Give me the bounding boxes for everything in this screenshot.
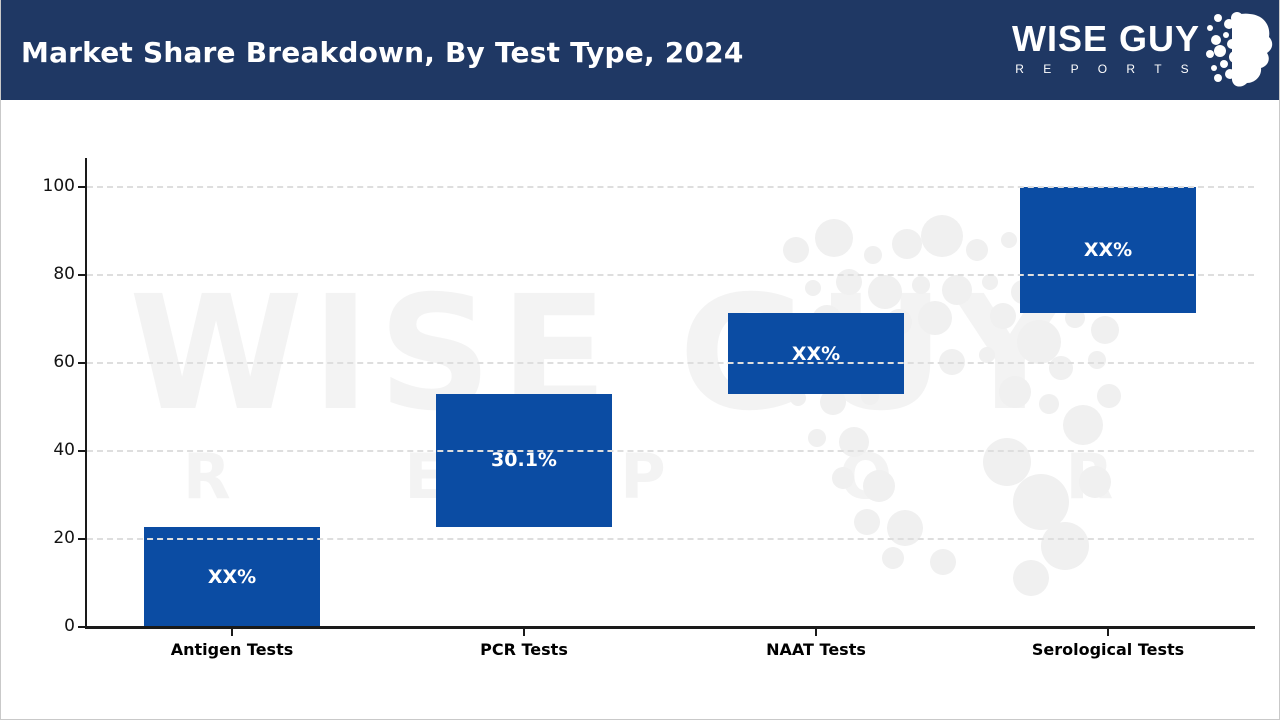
y-tick-label: 80 xyxy=(53,263,75,284)
x-tick-mark xyxy=(231,629,233,636)
y-tick-label: 40 xyxy=(53,439,75,460)
y-tick-mark xyxy=(78,537,85,540)
bar-naat-tests: XX% xyxy=(728,313,904,394)
gridline-20 xyxy=(87,537,1254,540)
y-tick-label: 20 xyxy=(53,527,75,548)
y-tick-label: 0 xyxy=(64,616,75,636)
gridline-60 xyxy=(87,361,1254,364)
gridline-80 xyxy=(87,273,1254,276)
x-tick-mark xyxy=(815,629,817,636)
y-tick-label: 60 xyxy=(53,351,75,372)
x-tick-label-antigen-tests: Antigen Tests xyxy=(170,640,294,659)
bar-value-label: XX% xyxy=(791,342,841,365)
y-tick-mark xyxy=(78,626,85,628)
x-tick-label-naat-tests: NAAT Tests xyxy=(766,640,866,659)
y-tick-label: 100 xyxy=(42,175,75,196)
x-tick-mark xyxy=(523,629,525,636)
y-tick-mark xyxy=(78,185,85,188)
bar-value-label: XX% xyxy=(207,565,257,588)
y-tick-mark xyxy=(78,449,85,452)
logo-subtitle: R E P O R T S xyxy=(1015,62,1197,76)
y-tick-mark xyxy=(78,273,85,276)
x-tick-label-serological-tests: Serological Tests xyxy=(1031,640,1185,659)
brand-logo: WISE GUY R E P O R T S xyxy=(1012,12,1273,90)
header: Market Share Breakdown, By Test Type, 20… xyxy=(1,0,1279,100)
y-tick-mark xyxy=(78,361,85,364)
logo-text: WISE GUY R E P O R T S xyxy=(1012,18,1200,76)
logo-face-icon xyxy=(1206,12,1273,87)
x-tick-label-pcr-tests: PCR Tests xyxy=(480,640,568,659)
gridline-40 xyxy=(87,449,1254,452)
bar-antigen-tests: XX% xyxy=(144,526,320,627)
x-tick-mark xyxy=(1107,629,1109,636)
logo-wordmark: WISE GUY xyxy=(1011,18,1200,59)
x-axis-line xyxy=(85,626,1255,629)
page-title: Market Share Breakdown, By Test Type, 20… xyxy=(21,36,744,69)
y-axis-line xyxy=(85,158,87,629)
bar-pcr-tests: 30.1% xyxy=(436,393,612,527)
gridline-100 xyxy=(87,185,1254,188)
bar-value-label: XX% xyxy=(1083,238,1133,261)
bar-value-label: 30.1% xyxy=(491,449,557,472)
bar-serological-tests: XX% xyxy=(1020,186,1196,314)
